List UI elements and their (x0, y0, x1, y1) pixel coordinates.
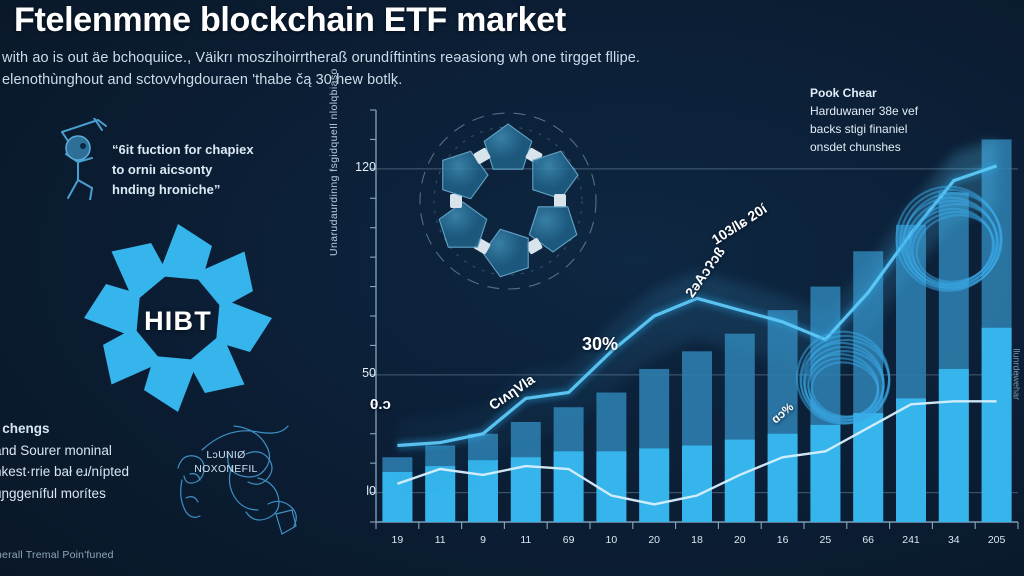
chart-y-ticks (370, 109, 1019, 529)
blockchain-ring-graphic (419, 112, 597, 290)
chart-callout-line-4: onsdet chunshes (810, 140, 901, 154)
chart-line-blue (397, 164, 998, 448)
chart-plot-area (370, 109, 1019, 529)
chart-x-tick-label: 19 (391, 534, 404, 546)
hibt-logo: HIBT (62, 218, 294, 423)
chart-x-tick-label: 241 (902, 534, 920, 546)
left-note-heading: f chengs (0, 421, 50, 436)
blockchain-block (442, 150, 489, 200)
chart-bar-lower (981, 327, 1012, 522)
chart-x-tick-label: 20 (648, 534, 661, 546)
spiral-ring (903, 191, 1003, 289)
chart-x-tick-label: 11 (434, 534, 446, 546)
quote-callout: “6it fuction for chapiex to orniı aicson… (112, 140, 307, 200)
spiral-ring (806, 350, 885, 421)
chart-bar-lower (682, 445, 712, 522)
astronomer-telescope-icon (61, 118, 107, 200)
wireframe-label-line-2: NOXONEFIL (194, 463, 258, 476)
blockchain-link (473, 148, 491, 164)
blockchain-block (438, 201, 488, 248)
subtitle-line-1: with ao is out äe bchoquiice., Väikrı mo… (2, 50, 641, 66)
chart-x-tick-label: 11 (520, 534, 532, 546)
chart-annotation-c: 30% (582, 334, 619, 354)
subtitle-line-2: elenothùnghout and sctovvhgdouraen 'thab… (2, 71, 403, 88)
chart-callout-line-2: Harduwaner 38e vef (810, 104, 919, 118)
chart-bar-lower (639, 448, 670, 522)
chart-callout: Pook Chear Harduwaner 38e vef backs stig… (810, 84, 940, 156)
blockchain-link (525, 238, 543, 254)
footer-note: nerall Tremal Poin'funed (0, 549, 114, 561)
blockchain-block (528, 206, 578, 253)
blockchain-link (450, 194, 462, 208)
left-note-block: f chengs and Sourer moninal nkest·rrie b… (0, 418, 174, 504)
left-note-line-2: and Sourer moninal (0, 442, 112, 458)
left-note-line-3: nkest·rrie bał eɹ/nípted (0, 464, 130, 480)
chart-line-white (397, 400, 997, 506)
chart-x-tick-label: 66 (862, 534, 875, 546)
quote-line-1: “6it fuction for chapiex (112, 142, 254, 157)
chart-callout-line-3: backs stigi finaniel (810, 122, 908, 136)
chart-x-tick-label: 16 (776, 534, 789, 546)
chart-x-tick-label: 25 (819, 534, 832, 546)
left-note-line-4: uɲggeníful morítes (0, 485, 106, 501)
blockchain-block (482, 228, 529, 278)
chart-x-tick-label: 9 (480, 534, 486, 546)
chart-x-tick-label: 20 (733, 534, 746, 546)
chart-x-tick-label: 18 (691, 534, 703, 546)
chart-y-tick-labels: l0 50 120 (318, 96, 376, 576)
hibt-logo-mark (84, 224, 272, 412)
chart-bar-lower (853, 413, 884, 522)
page-subtitle: with ao is out äe bchoquiice., Väikrı mo… (2, 48, 732, 92)
chart-x-tick-label: 34 (947, 534, 960, 546)
blockchain-link (554, 194, 566, 208)
spiral-ring (802, 338, 891, 424)
chart-y-tick-label: 120 (355, 159, 376, 174)
page-title: Ftelenmme blockchain ETF market (14, 1, 566, 39)
blockchain-block (483, 123, 533, 170)
chart-x-tick-label: 69 (562, 534, 575, 546)
wireframe-label-line-1: LɔUNIØ (206, 449, 246, 461)
spiral-decorations (795, 185, 1003, 425)
blockchain-block (532, 150, 579, 200)
chart-y-tick-label: l0 (366, 483, 376, 498)
chart-bar-lower (767, 433, 798, 522)
chart-panel: Pook Chear Harduwaner 38e vef backs stig… (318, 68, 1024, 576)
chart-bar-lower (810, 424, 841, 522)
chart-callout-heading: Pook Chear (810, 86, 877, 100)
hibt-logo-text: HIBT (144, 306, 212, 336)
spiral-ring (915, 214, 996, 283)
chart-y-tick-label: 50 (362, 365, 376, 380)
chart-annotation-a: 0.ɔ (370, 396, 391, 413)
wireframe-label: LɔUNIØ NOXONEFIL (178, 448, 274, 476)
chart-bar-lower (596, 451, 627, 522)
quote-line-2: to orniı aicsonty (112, 162, 213, 178)
chart-x-tick-label: 205 (987, 534, 1006, 546)
spiral-ring (810, 361, 880, 418)
chart-bar-lower (938, 368, 969, 522)
chart-bar-lower (553, 451, 584, 522)
chart-bar-lower (896, 398, 926, 522)
quote-line-3: hnding hroniche” (112, 182, 221, 198)
wireframe-machine-icon (177, 425, 297, 535)
spiral-ring (909, 202, 1000, 286)
chart-x-tick-label: 10 (605, 534, 618, 546)
